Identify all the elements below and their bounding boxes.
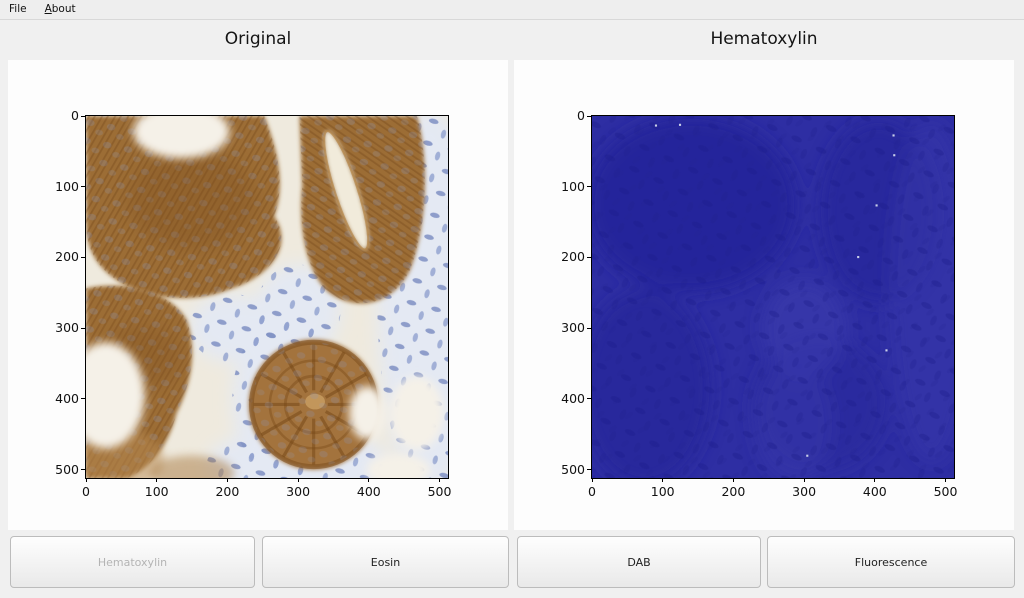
- y-tick-mark: [81, 327, 85, 329]
- y-tick-mark: [587, 256, 591, 258]
- hematoxylin-figure-panel: 0 100 200 300 400 500 0 100 200 300 400 500: [514, 60, 1014, 530]
- x-tick-mark: [226, 478, 228, 482]
- x-tick-mark: [874, 478, 876, 482]
- x-tick-label: 0: [82, 484, 90, 499]
- y-tick-label: 100: [55, 178, 79, 194]
- y-tick-label: 300: [55, 320, 79, 336]
- x-tick-label: 300: [286, 484, 311, 499]
- y-tick-mark: [587, 186, 591, 188]
- x-tick-label: 200: [215, 484, 240, 499]
- x-tick-mark: [591, 478, 593, 482]
- y-tick-mark: [81, 186, 85, 188]
- hematoxylin-button[interactable]: Hematoxylin: [10, 536, 255, 588]
- dab-button[interactable]: DAB: [517, 536, 761, 588]
- original-figure-panel: 0 100 200 300 400 500 0 100 200 300 400 500: [8, 60, 508, 530]
- y-tick-label: 400: [55, 390, 79, 406]
- y-tick-label: 100: [561, 178, 585, 194]
- eosin-button[interactable]: Eosin: [262, 536, 509, 588]
- x-tick-label: 400: [356, 484, 381, 499]
- x-tick-label: 200: [721, 484, 746, 499]
- x-tick-mark: [85, 478, 87, 482]
- hematoxylin-title: Hematoxylin: [710, 29, 818, 49]
- menu-about[interactable]: About: [44, 3, 76, 15]
- x-tick-mark: [945, 478, 947, 482]
- y-tick-label: 0: [577, 108, 585, 123]
- original-image: [86, 116, 448, 478]
- hematoxylin-plot: 0 100 200 300 400 500 0 100 200 300 400 500: [561, 108, 957, 499]
- x-tick-label: 400: [862, 484, 887, 499]
- x-tick-label: 0: [588, 484, 596, 499]
- x-tick-mark: [732, 478, 734, 482]
- x-tick-mark: [439, 478, 441, 482]
- menu-bar: File About: [0, 0, 1024, 20]
- x-tick-label: 100: [650, 484, 675, 499]
- y-tick-label: 500: [55, 461, 79, 477]
- y-tick-label: 300: [561, 320, 585, 336]
- x-tick-label: 100: [144, 484, 169, 499]
- y-tick-label: 500: [561, 461, 585, 477]
- x-tick-mark: [156, 478, 158, 482]
- x-tick-mark: [297, 478, 299, 482]
- y-tick-mark: [587, 469, 591, 471]
- y-tick-mark: [81, 398, 85, 400]
- x-tick-label: 300: [792, 484, 817, 499]
- hematoxylin-image: [592, 116, 954, 478]
- y-tick-label: 0: [71, 108, 79, 123]
- original-plot: 0 100 200 300 400 500 0 100 200 300 400 500: [55, 108, 451, 499]
- x-tick-mark: [662, 478, 664, 482]
- x-tick-mark: [368, 478, 370, 482]
- y-tick-mark: [81, 115, 85, 117]
- y-tick-mark: [587, 115, 591, 117]
- y-tick-mark: [587, 327, 591, 329]
- menu-file[interactable]: File: [9, 3, 27, 15]
- x-tick-label: 500: [933, 484, 958, 499]
- y-tick-label: 400: [561, 390, 585, 406]
- fluorescence-button[interactable]: Fluorescence: [767, 536, 1015, 588]
- y-tick-label: 200: [561, 249, 585, 265]
- x-tick-mark: [803, 478, 805, 482]
- y-tick-mark: [81, 256, 85, 258]
- y-tick-mark: [587, 398, 591, 400]
- y-tick-label: 200: [55, 249, 79, 265]
- x-tick-label: 500: [427, 484, 452, 499]
- original-title: Original: [224, 29, 292, 49]
- y-tick-mark: [81, 469, 85, 471]
